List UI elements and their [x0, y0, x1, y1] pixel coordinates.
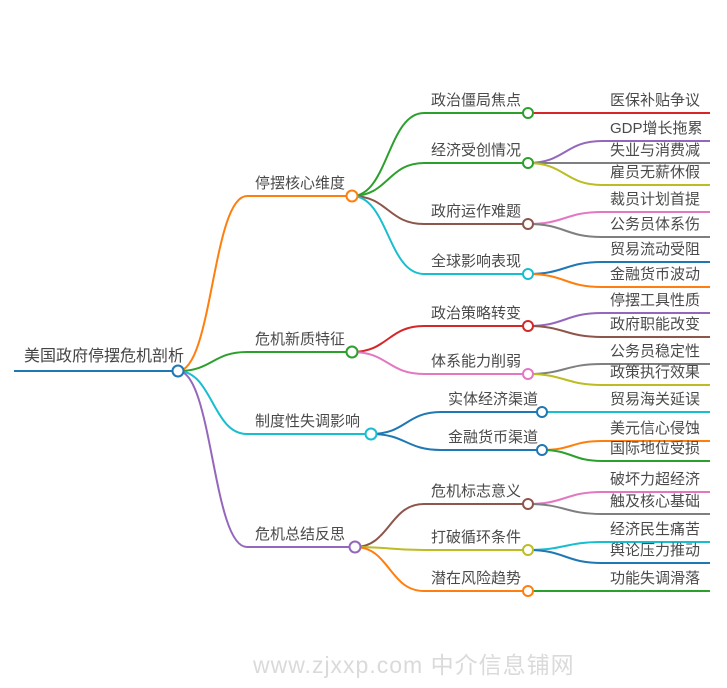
node-label-9[interactable]: 裁员计划首提: [610, 191, 701, 208]
link: [527, 162, 710, 186]
node-label-17[interactable]: 政府职能改变: [610, 316, 701, 333]
link: [370, 411, 542, 435]
node-toggle-21[interactable]: [364, 427, 378, 441]
link: [354, 546, 528, 551]
link: [527, 549, 710, 564]
node-label-4[interactable]: 经济受创情况: [431, 142, 522, 159]
node-label-18[interactable]: 体系能力削弱: [431, 353, 522, 370]
node-label-11[interactable]: 全球影响表现: [431, 253, 522, 270]
link: [527, 373, 710, 386]
node-label-2[interactable]: 政治僵局焦点: [431, 92, 522, 109]
node-toggle-1[interactable]: [345, 189, 359, 203]
node-label-19[interactable]: 公务员稳定性: [610, 343, 701, 360]
node-toggle-34[interactable]: [522, 585, 534, 597]
link: [351, 351, 528, 375]
link: [351, 112, 528, 197]
link: [177, 370, 355, 548]
node-label-10[interactable]: 公务员体系伤: [610, 216, 701, 233]
node-label-26[interactable]: 国际地位受损: [610, 440, 701, 457]
node-toggle-22[interactable]: [536, 406, 548, 418]
node-label-30[interactable]: 触及核心基础: [610, 493, 701, 510]
node-label-34[interactable]: 潜在风险趋势: [431, 570, 522, 587]
link: [177, 351, 352, 372]
node-label-0[interactable]: 美国政府停摆危机剖析: [24, 348, 185, 365]
node-label-1[interactable]: 停摆核心维度: [255, 175, 346, 192]
node-label-15[interactable]: 政治策略转变: [431, 305, 522, 322]
node-label-8[interactable]: 政府运作难题: [431, 203, 522, 220]
link: [527, 503, 710, 515]
link: [527, 325, 710, 338]
node-label-31[interactable]: 打破循环条件: [431, 529, 522, 546]
node-label-3[interactable]: 医保补贴争议: [610, 92, 701, 109]
link: [351, 162, 528, 197]
node-toggle-31[interactable]: [522, 544, 534, 556]
node-toggle-2[interactable]: [522, 107, 534, 119]
node-label-25[interactable]: 美元信心侵蚀: [610, 420, 701, 437]
link: [177, 195, 352, 372]
node-toggle-24[interactable]: [536, 444, 548, 456]
node-label-28[interactable]: 危机标志意义: [431, 483, 522, 500]
link: [370, 433, 542, 451]
node-label-16[interactable]: 停摆工具性质: [610, 292, 701, 309]
link: [351, 325, 528, 353]
node-label-21[interactable]: 制度性失调影响: [255, 413, 361, 430]
node-toggle-28[interactable]: [522, 498, 534, 510]
node-toggle-14[interactable]: [345, 345, 359, 359]
node-toggle-0[interactable]: [171, 364, 185, 378]
node-label-5[interactable]: GDP增长拖累: [610, 120, 703, 137]
link: [351, 195, 528, 225]
node-toggle-18[interactable]: [522, 368, 534, 380]
node-label-22[interactable]: 实体经济渠道: [448, 391, 539, 408]
node-toggle-27[interactable]: [348, 540, 362, 554]
node-toggle-15[interactable]: [522, 320, 534, 332]
link: [354, 546, 528, 592]
node-label-29[interactable]: 破坏力超经济: [610, 471, 701, 488]
node-label-7[interactable]: 雇员无薪休假: [610, 164, 701, 181]
node-label-20[interactable]: 政策执行效果: [610, 364, 701, 381]
link: [351, 195, 528, 275]
node-label-33[interactable]: 舆论压力推动: [610, 542, 701, 559]
node-label-35[interactable]: 功能失调滑落: [610, 570, 701, 587]
node-toggle-8[interactable]: [522, 218, 534, 230]
node-toggle-4[interactable]: [522, 157, 534, 169]
node-label-27[interactable]: 危机总结反思: [255, 526, 346, 543]
node-label-32[interactable]: 经济民生痛苦: [610, 521, 701, 538]
node-toggle-11[interactable]: [522, 268, 534, 280]
node-label-24[interactable]: 金融货币渠道: [448, 429, 539, 446]
node-label-13[interactable]: 金融货币波动: [610, 266, 701, 283]
node-label-12[interactable]: 贸易流动受阻: [610, 241, 701, 258]
node-label-23[interactable]: 贸易海关延误: [610, 391, 701, 408]
link: [527, 273, 710, 288]
node-label-14[interactable]: 危机新质特征: [255, 331, 346, 348]
node-label-6[interactable]: 失业与消费减: [610, 142, 701, 159]
link: [177, 370, 371, 435]
link: [541, 449, 710, 462]
link: [527, 223, 710, 238]
link: [354, 503, 528, 548]
